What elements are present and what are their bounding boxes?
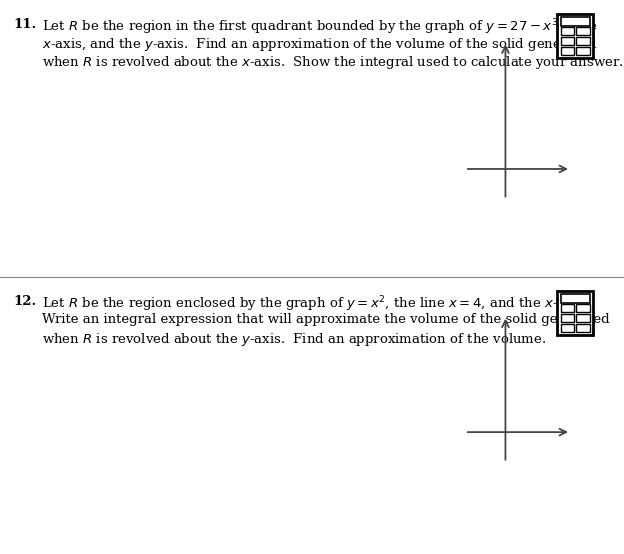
FancyBboxPatch shape — [557, 291, 593, 335]
Text: when $R$ is revolved about the $y$-axis.  Find an approximation of the volume.: when $R$ is revolved about the $y$-axis.… — [42, 331, 547, 348]
Text: Let $R$ be the region enclosed by the graph of $y = x^2$, the line $x = 4$, and : Let $R$ be the region enclosed by the gr… — [42, 295, 588, 314]
Bar — [561, 47, 574, 55]
Bar — [561, 324, 574, 332]
Bar — [561, 17, 590, 26]
Text: Write an integral expression that will approximate the volume of the solid gener: Write an integral expression that will a… — [42, 313, 610, 326]
Text: $x$-axis, and the $y$-axis.  Find an approximation of the volume of the solid ge: $x$-axis, and the $y$-axis. Find an appr… — [42, 36, 598, 53]
Bar — [561, 305, 574, 312]
Bar — [577, 37, 590, 45]
Text: 11.: 11. — [14, 18, 37, 30]
Bar — [577, 305, 590, 312]
Bar — [561, 314, 574, 322]
Bar — [561, 28, 574, 35]
Bar — [577, 324, 590, 332]
Text: Let $R$ be the region in the first quadrant bounded by the graph of $y = 27 - x^: Let $R$ be the region in the first quadr… — [42, 18, 598, 37]
FancyBboxPatch shape — [557, 14, 593, 58]
Bar — [561, 37, 574, 45]
Bar — [561, 294, 590, 303]
Text: when $R$ is revolved about the $x$-axis.  Show the integral used to calculate yo: when $R$ is revolved about the $x$-axis.… — [42, 54, 624, 71]
Bar — [577, 28, 590, 35]
Bar — [577, 314, 590, 322]
Text: 12.: 12. — [14, 295, 37, 307]
Bar — [577, 47, 590, 55]
